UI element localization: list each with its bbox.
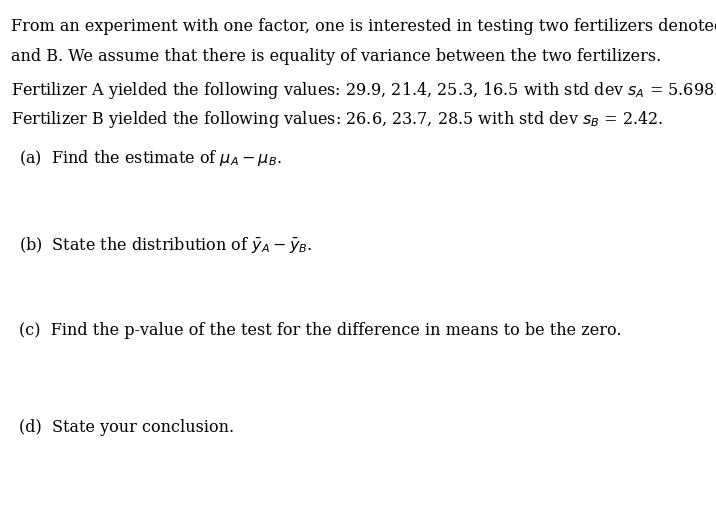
Text: and B. We assume that there is equality of variance between the two fertilizers.: and B. We assume that there is equality …	[11, 48, 661, 65]
Text: (c)  Find the p-value of the test for the difference in means to be the zero.: (c) Find the p-value of the test for the…	[19, 322, 621, 339]
Text: (b)  State the distribution of $\bar{y}_A - \bar{y}_B$.: (b) State the distribution of $\bar{y}_A…	[19, 235, 312, 255]
Text: (d)  State your conclusion.: (d) State your conclusion.	[19, 419, 233, 436]
Text: From an experiment with one factor, one is interested in testing two fertilizers: From an experiment with one factor, one …	[11, 18, 716, 35]
Text: Fertilizer B yielded the following values: 26.6, 23.7, 28.5 with std dev $s_B$ =: Fertilizer B yielded the following value…	[11, 109, 663, 130]
Text: Fertilizer A yielded the following values: 29.9, 21.4, 25.3, 16.5 with std dev $: Fertilizer A yielded the following value…	[11, 80, 716, 101]
Text: (a)  Find the estimate of $\mu_A - \mu_B$.: (a) Find the estimate of $\mu_A - \mu_B$…	[19, 148, 281, 168]
